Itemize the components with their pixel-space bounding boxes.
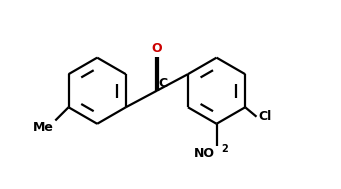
Text: Cl: Cl bbox=[258, 110, 272, 123]
Text: C: C bbox=[159, 77, 168, 90]
Text: Me: Me bbox=[32, 122, 54, 134]
Text: O: O bbox=[151, 42, 162, 55]
Text: NO: NO bbox=[194, 147, 214, 160]
Text: 2: 2 bbox=[221, 144, 228, 154]
